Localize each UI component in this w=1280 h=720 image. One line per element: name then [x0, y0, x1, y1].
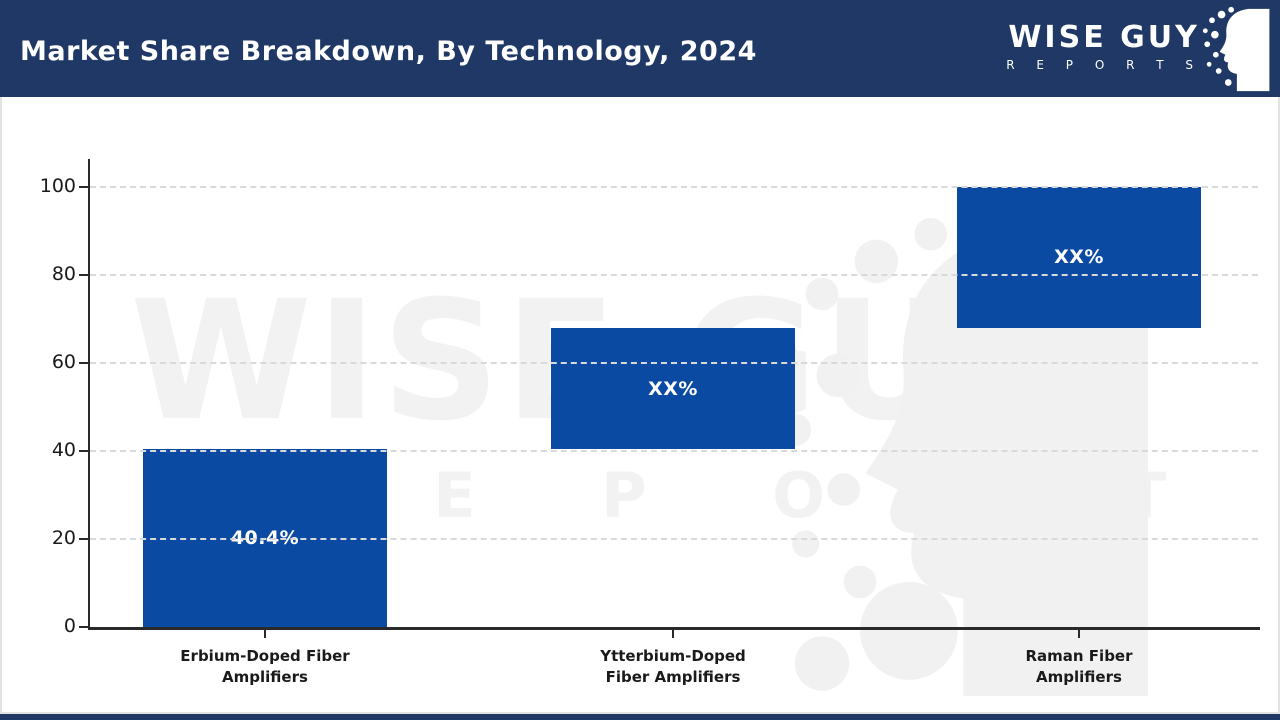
- logo-reports-label: R E P O R T S: [1006, 58, 1202, 72]
- bar-segment-2: XX%: [551, 327, 795, 450]
- x-axis-tick: [264, 630, 266, 638]
- wise-guy-reports-logo: WISE GUY R E P O R T S: [1006, 0, 1270, 97]
- gridline-20: [90, 538, 1258, 540]
- y-axis-tick: [79, 186, 88, 188]
- gridline-40: [90, 450, 1258, 452]
- logo-wise-guy-label: WISE GUY: [1008, 20, 1200, 55]
- y-axis-tick: [79, 362, 88, 364]
- x-axis-category-label: Erbium-Doped Fiber Amplifiers: [180, 647, 350, 686]
- y-axis-tick: [79, 274, 88, 276]
- bar-value-label: XX%: [648, 377, 698, 400]
- x-axis-line: [88, 627, 1260, 630]
- y-axis-tick-label: 60: [51, 351, 76, 373]
- footer-bar: [0, 714, 1280, 720]
- x-axis-category-label: Ytterbium-Doped Fiber Amplifiers: [600, 647, 746, 686]
- header-banner: Market Share Breakdown, By Technology, 2…: [0, 0, 1280, 97]
- x-axis-tick: [672, 630, 674, 638]
- y-axis-tick-label: 40: [51, 439, 76, 461]
- gridline-80: [90, 274, 1258, 276]
- gridline-100: [90, 186, 1258, 188]
- y-axis-tick: [79, 450, 88, 452]
- logo-text: WISE GUY R E P O R T S: [1006, 20, 1202, 72]
- chart-title: Market Share Breakdown, By Technology, 2…: [20, 36, 757, 67]
- plot-area: 40.4% Erbium-Doped Fiber Amplifiers XX% Ytte…: [40, 159, 1260, 686]
- x-axis-tick: [1078, 630, 1080, 638]
- y-axis-tick: [79, 626, 88, 628]
- y-axis-tick-label: 100: [39, 175, 76, 197]
- gridline-60: [90, 362, 1258, 364]
- x-axis-category-label: Raman Fiber Amplifiers: [1025, 647, 1133, 686]
- y-axis-tick-label: 0: [63, 615, 76, 637]
- bar-segment-3: XX%: [957, 187, 1201, 328]
- dotted-face-logo-icon: [1202, 6, 1270, 92]
- chart-panel: WISE GUY R E P O R T S 40.4% Erbium-Doped…: [0, 97, 1280, 714]
- bar-value-label: XX%: [1054, 246, 1104, 269]
- y-axis-line: [88, 159, 90, 630]
- y-axis-tick: [79, 538, 88, 540]
- y-axis-tick-label: 20: [51, 527, 76, 549]
- y-axis-tick-label: 80: [51, 263, 76, 285]
